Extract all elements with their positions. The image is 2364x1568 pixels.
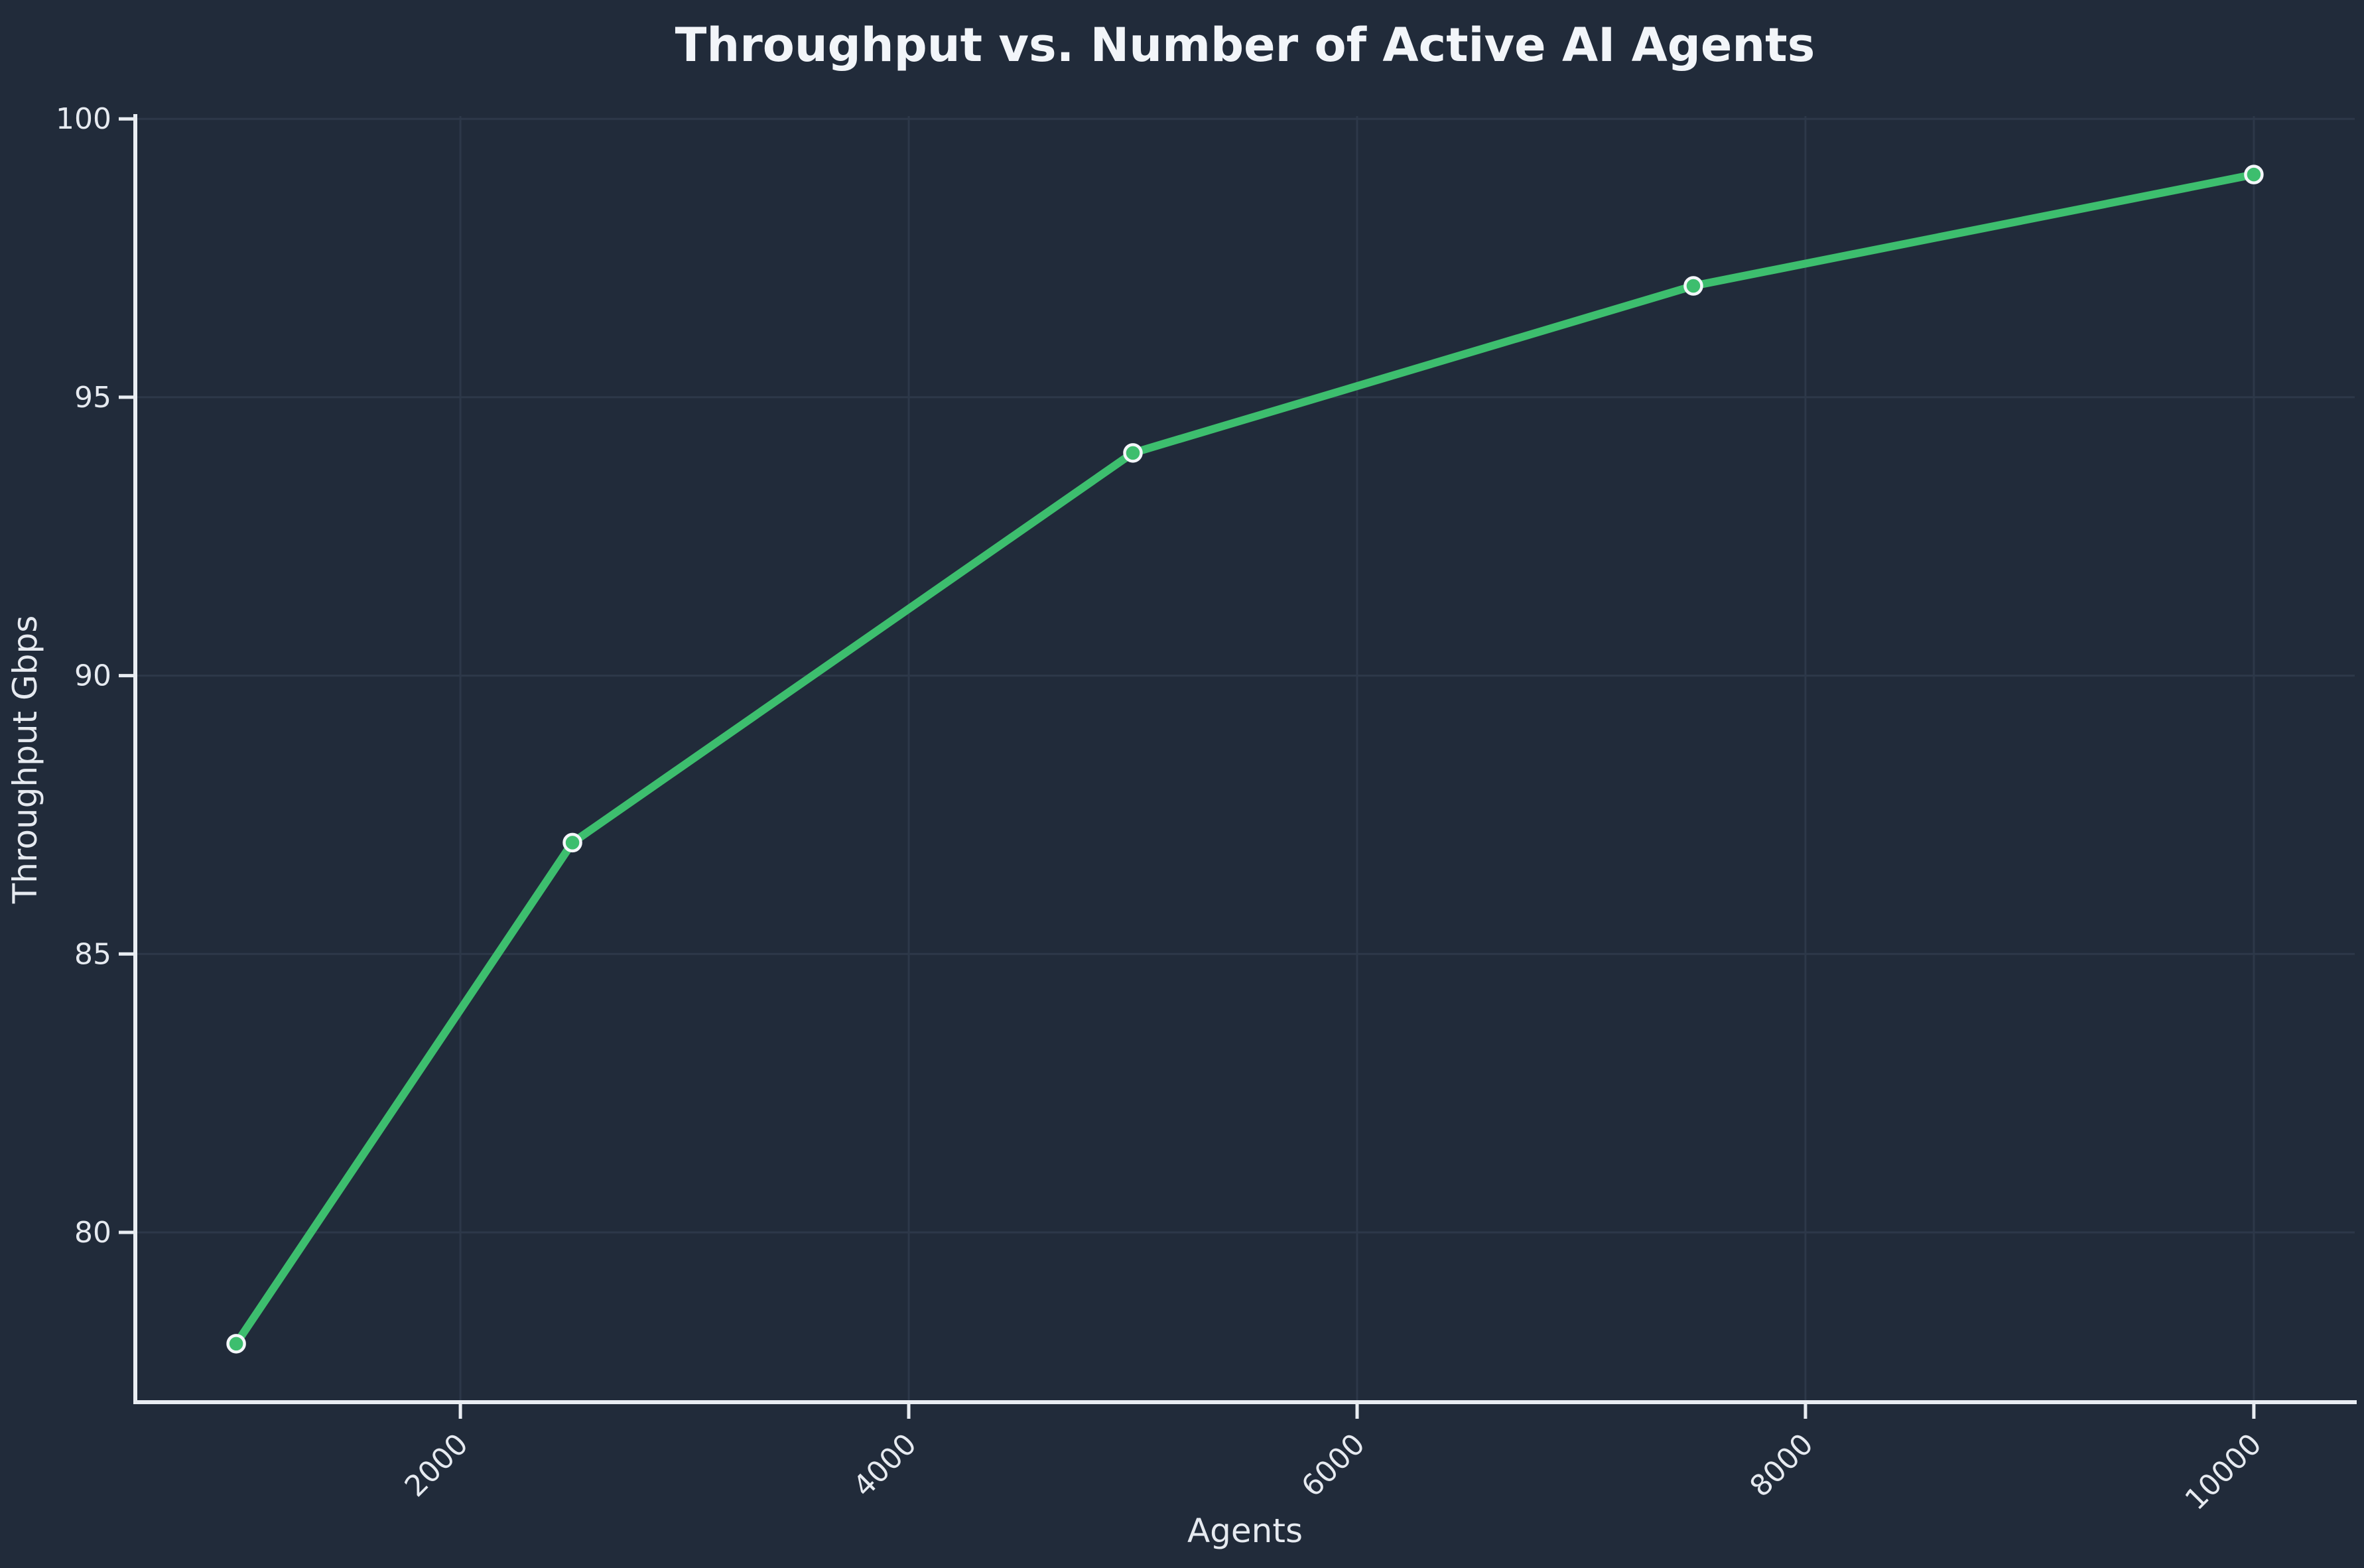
data-point-marker	[226, 1334, 246, 1354]
axis-layer: 2000 4000 6000 8000 10000 80 85 90 95 100	[56, 102, 2357, 1517]
series-layer	[226, 164, 2264, 1354]
data-point-marker	[1683, 276, 1703, 296]
x-tick-label: 10000	[2179, 1427, 2268, 1517]
y-tick-label: 85	[74, 937, 111, 971]
data-point-marker	[562, 832, 582, 853]
grid-layer	[135, 116, 2355, 1402]
x-tick-label: 4000	[847, 1427, 923, 1504]
chart-title: Throughput vs. Number of Active AI Agent…	[675, 18, 1815, 72]
y-axis-label: Throughput Gbps	[6, 616, 44, 905]
x-tick-label: 8000	[1743, 1427, 1819, 1504]
x-tick-label: 6000	[1295, 1427, 1372, 1504]
throughput-line	[232, 170, 2258, 1348]
x-tick-label: 2000	[399, 1427, 475, 1504]
x-axis-label: Agents	[1187, 1512, 1303, 1550]
y-tick-label: 80	[74, 1216, 111, 1250]
data-point-marker	[1123, 443, 1143, 463]
y-tick-label: 95	[74, 381, 111, 415]
y-tick-label: 100	[56, 102, 111, 136]
y-tick-label: 90	[74, 659, 111, 693]
data-point-marker	[2244, 164, 2264, 184]
